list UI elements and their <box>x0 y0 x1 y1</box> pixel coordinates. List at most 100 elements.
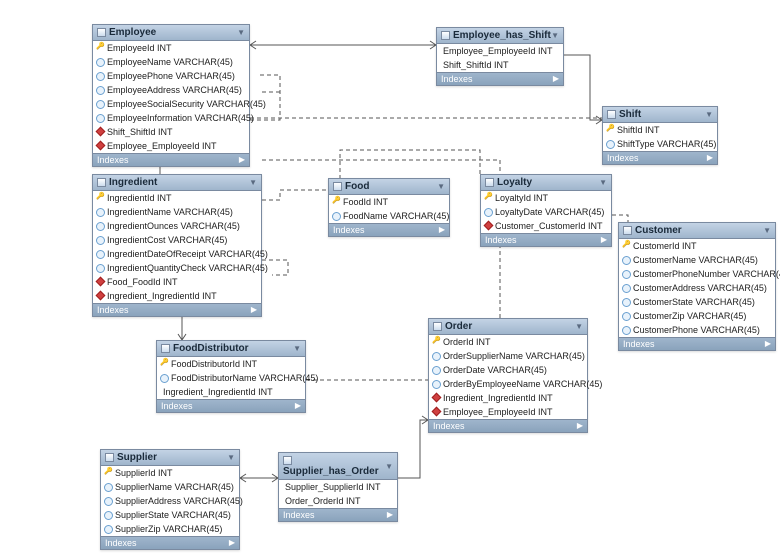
entity-shift[interactable]: Shift▼ShiftId INTShiftType VARCHAR(45)In… <box>602 106 718 165</box>
column-row[interactable]: Employee_EmployeeId INT <box>429 405 587 419</box>
collapse-icon[interactable]: ▼ <box>705 110 713 119</box>
column-row[interactable]: CustomerName VARCHAR(45) <box>619 253 775 267</box>
expand-icon[interactable]: ▶ <box>295 401 301 411</box>
indexes-bar[interactable]: Indexes▶ <box>619 337 775 350</box>
expand-icon[interactable]: ▶ <box>601 235 607 245</box>
collapse-icon[interactable]: ▼ <box>551 31 559 40</box>
indexes-bar[interactable]: Indexes▶ <box>279 508 397 521</box>
column-row[interactable]: IngredientQuantityCheck VARCHAR(45) <box>93 261 261 275</box>
column-row[interactable]: EmployeeAddress VARCHAR(45) <box>93 83 249 97</box>
column-row[interactable]: EmployeeName VARCHAR(45) <box>93 55 249 69</box>
expand-icon[interactable]: ▶ <box>553 74 559 84</box>
expand-icon[interactable]: ▶ <box>229 538 235 548</box>
entity-header-employee_has_shift[interactable]: Employee_has_Shift▼ <box>437 28 563 44</box>
entity-header-order[interactable]: Order▼ <box>429 319 587 335</box>
expand-icon[interactable]: ▶ <box>251 305 257 315</box>
indexes-bar[interactable]: Indexes▶ <box>329 223 449 236</box>
indexes-bar[interactable]: Indexes▶ <box>437 72 563 85</box>
column-row[interactable]: FoodDistributorId INT <box>157 357 305 371</box>
column-row[interactable]: CustomerState VARCHAR(45) <box>619 295 775 309</box>
column-row[interactable]: SupplierZip VARCHAR(45) <box>101 522 239 536</box>
indexes-bar[interactable]: Indexes▶ <box>481 233 611 246</box>
column-row[interactable]: Employee_EmployeeId INT <box>93 139 249 153</box>
column-row[interactable]: Shift_ShiftId INT <box>93 125 249 139</box>
entity-food[interactable]: Food▼FoodId INTFoodName VARCHAR(45)Index… <box>328 178 450 237</box>
column-row[interactable]: SupplierId INT <box>101 466 239 480</box>
entity-header-customer[interactable]: Customer▼ <box>619 223 775 239</box>
column-row[interactable]: IngredientOunces VARCHAR(45) <box>93 219 261 233</box>
indexes-bar[interactable]: Indexes▶ <box>603 151 717 164</box>
collapse-icon[interactable]: ▼ <box>227 453 235 462</box>
entity-loyalty[interactable]: Loyalty▼LoyaltyId INTLoyaltyDate VARCHAR… <box>480 174 612 247</box>
column-row[interactable]: CustomerPhone VARCHAR(45) <box>619 323 775 337</box>
column-row[interactable]: OrderId INT <box>429 335 587 349</box>
column-row[interactable]: CustomerId INT <box>619 239 775 253</box>
column-row[interactable]: ShiftId INT <box>603 123 717 137</box>
collapse-icon[interactable]: ▼ <box>437 182 445 191</box>
column-row[interactable]: EmployeePhone VARCHAR(45) <box>93 69 249 83</box>
column-row[interactable]: IngredientName VARCHAR(45) <box>93 205 261 219</box>
entity-customer[interactable]: Customer▼CustomerId INTCustomerName VARC… <box>618 222 776 351</box>
entity-header-supplier_has_order[interactable]: Supplier_has_Order▼ <box>279 453 397 480</box>
indexes-bar[interactable]: Indexes▶ <box>101 536 239 549</box>
entity-header-ingredient[interactable]: Ingredient▼ <box>93 175 261 191</box>
entity-header-fooddistributor[interactable]: FoodDistributor▼ <box>157 341 305 357</box>
column-row[interactable]: ShiftType VARCHAR(45) <box>603 137 717 151</box>
entity-order[interactable]: Order▼OrderId INTOrderSupplierName VARCH… <box>428 318 588 433</box>
column-row[interactable]: OrderDate VARCHAR(45) <box>429 363 587 377</box>
column-row[interactable]: LoyaltyDate VARCHAR(45) <box>481 205 611 219</box>
column-row[interactable]: OrderByEmployeeName VARCHAR(45) <box>429 377 587 391</box>
column-row[interactable]: Supplier_SupplierId INT <box>279 480 397 494</box>
indexes-bar[interactable]: Indexes▶ <box>93 153 249 166</box>
expand-icon[interactable]: ▶ <box>765 339 771 349</box>
column-row[interactable]: OrderSupplierName VARCHAR(45) <box>429 349 587 363</box>
column-row[interactable]: LoyaltyId INT <box>481 191 611 205</box>
column-row[interactable]: Ingredient_IngredientId INT <box>157 385 305 399</box>
collapse-icon[interactable]: ▼ <box>249 178 257 187</box>
column-row[interactable]: Order_OrderId INT <box>279 494 397 508</box>
entity-header-employee[interactable]: Employee▼ <box>93 25 249 41</box>
column-row[interactable]: EmployeeInformation VARCHAR(45) <box>93 111 249 125</box>
collapse-icon[interactable]: ▼ <box>575 322 583 331</box>
column-row[interactable]: CustomerZip VARCHAR(45) <box>619 309 775 323</box>
column-row[interactable]: IngredientCost VARCHAR(45) <box>93 233 261 247</box>
entity-fooddistributor[interactable]: FoodDistributor▼FoodDistributorId INTFoo… <box>156 340 306 413</box>
expand-icon[interactable]: ▶ <box>707 153 713 163</box>
entity-supplier_has_order[interactable]: Supplier_has_Order▼Supplier_SupplierId I… <box>278 452 398 522</box>
column-row[interactable]: IngredientDateOfReceipt VARCHAR(45) <box>93 247 261 261</box>
indexes-bar[interactable]: Indexes▶ <box>157 399 305 412</box>
expand-icon[interactable]: ▶ <box>239 155 245 165</box>
column-row[interactable]: Customer_CustomerId INT <box>481 219 611 233</box>
column-row[interactable]: Ingredient_IngredientId INT <box>429 391 587 405</box>
expand-icon[interactable]: ▶ <box>439 225 445 235</box>
entity-header-supplier[interactable]: Supplier▼ <box>101 450 239 466</box>
column-row[interactable]: Food_FoodId INT <box>93 275 261 289</box>
column-row[interactable]: SupplierState VARCHAR(45) <box>101 508 239 522</box>
column-row[interactable]: Shift_ShiftId INT <box>437 58 563 72</box>
collapse-icon[interactable]: ▼ <box>385 462 393 471</box>
column-row[interactable]: Ingredient_IngredientId INT <box>93 289 261 303</box>
indexes-bar[interactable]: Indexes▶ <box>429 419 587 432</box>
entity-supplier[interactable]: Supplier▼SupplierId INTSupplierName VARC… <box>100 449 240 550</box>
column-row[interactable]: IngredientId INT <box>93 191 261 205</box>
collapse-icon[interactable]: ▼ <box>237 28 245 37</box>
entity-ingredient[interactable]: Ingredient▼IngredientId INTIngredientNam… <box>92 174 262 317</box>
column-row[interactable]: Employee_EmployeeId INT <box>437 44 563 58</box>
expand-icon[interactable]: ▶ <box>387 510 393 520</box>
entity-header-shift[interactable]: Shift▼ <box>603 107 717 123</box>
entity-employee[interactable]: Employee▼EmployeeId INTEmployeeName VARC… <box>92 24 250 167</box>
column-row[interactable]: FoodId INT <box>329 195 449 209</box>
column-row[interactable]: FoodDistributorName VARCHAR(45) <box>157 371 305 385</box>
collapse-icon[interactable]: ▼ <box>599 178 607 187</box>
expand-icon[interactable]: ▶ <box>577 421 583 431</box>
column-row[interactable]: EmployeeId INT <box>93 41 249 55</box>
indexes-bar[interactable]: Indexes▶ <box>93 303 261 316</box>
column-row[interactable]: SupplierAddress VARCHAR(45) <box>101 494 239 508</box>
column-row[interactable]: CustomerPhoneNumber VARCHAR(45) <box>619 267 775 281</box>
collapse-icon[interactable]: ▼ <box>763 226 771 235</box>
entity-employee_has_shift[interactable]: Employee_has_Shift▼Employee_EmployeeId I… <box>436 27 564 86</box>
column-row[interactable]: EmployeeSocialSecurity VARCHAR(45) <box>93 97 249 111</box>
entity-header-loyalty[interactable]: Loyalty▼ <box>481 175 611 191</box>
column-row[interactable]: SupplierName VARCHAR(45) <box>101 480 239 494</box>
collapse-icon[interactable]: ▼ <box>293 344 301 353</box>
